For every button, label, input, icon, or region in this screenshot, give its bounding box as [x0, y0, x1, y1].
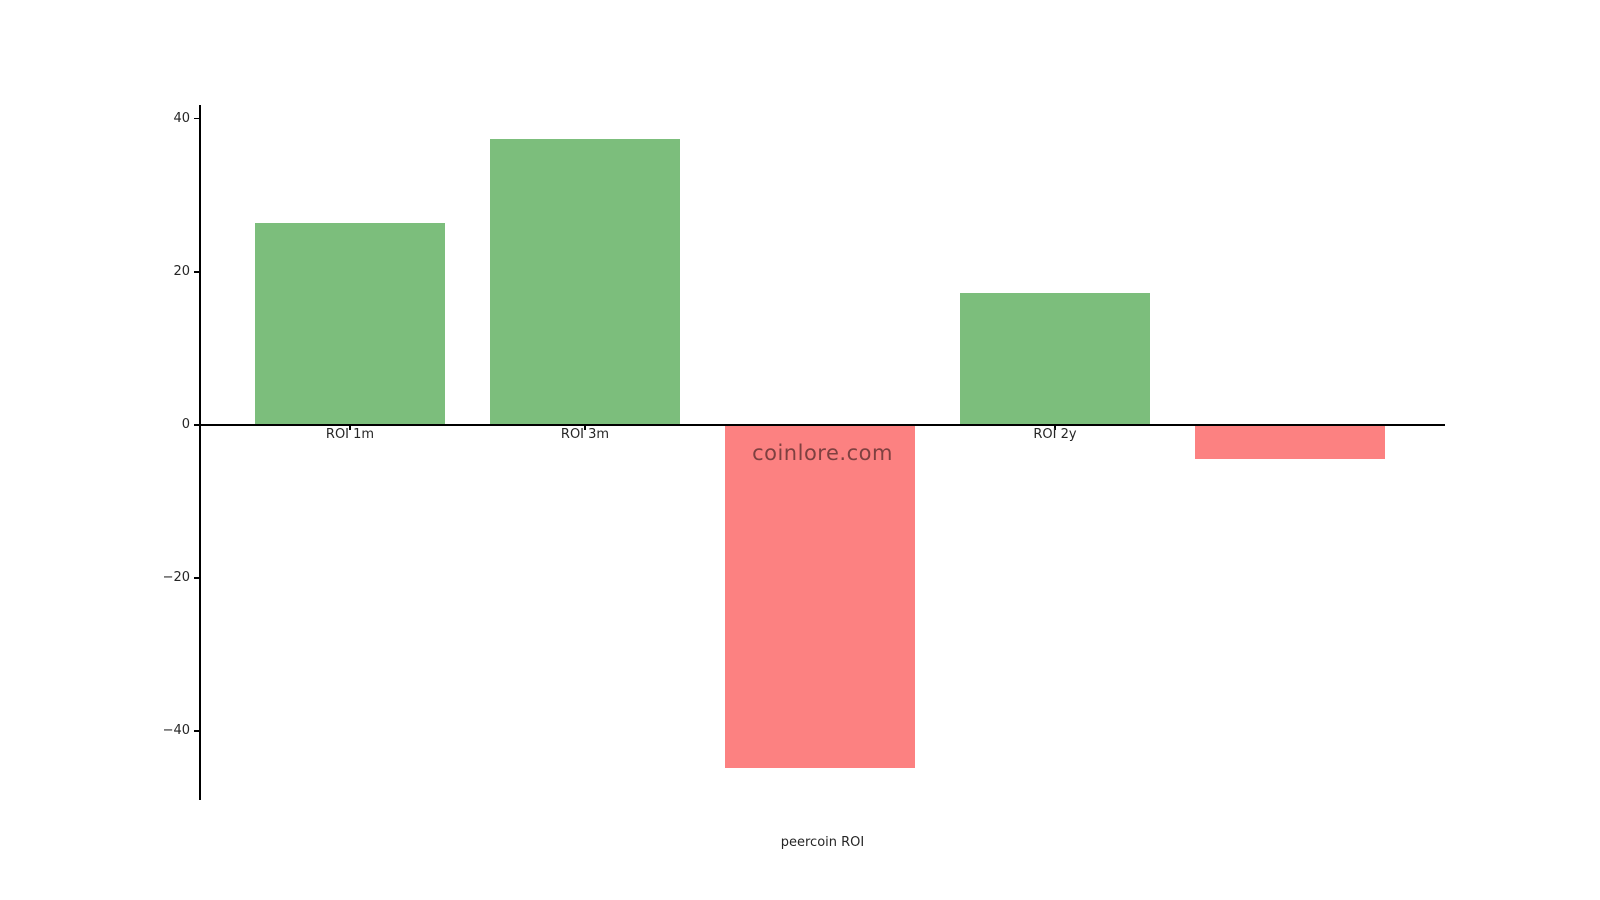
x-tick — [1054, 425, 1056, 431]
bar-5 — [1195, 424, 1385, 459]
y-tick — [194, 118, 200, 120]
x-tick — [584, 425, 586, 431]
x-axis — [200, 424, 1445, 426]
y-tick-label: 0 — [181, 416, 190, 432]
bar-roi-2y — [960, 293, 1150, 425]
x-tick-label: ROI 3m — [560, 427, 610, 443]
x-tick-label: ROI 2y — [1033, 427, 1077, 443]
y-tick-label: 40 — [173, 110, 190, 126]
x-tick — [349, 425, 351, 431]
y-tick — [194, 271, 200, 273]
y-axis — [199, 105, 201, 800]
watermark: coinlore.com — [752, 440, 893, 465]
y-tick-label: 20 — [173, 263, 190, 279]
y-tick-label: −20 — [162, 570, 190, 586]
bar-roi-3m — [490, 139, 680, 425]
y-tick — [194, 577, 200, 579]
x-tick-label: ROI 1m — [325, 427, 375, 443]
y-tick — [194, 424, 200, 426]
bar-3 — [725, 424, 915, 768]
y-tick-label: −40 — [162, 723, 190, 739]
y-tick — [194, 730, 200, 732]
bar-roi-1m — [255, 222, 445, 425]
x-axis-title: peercoin ROI — [780, 835, 865, 850]
